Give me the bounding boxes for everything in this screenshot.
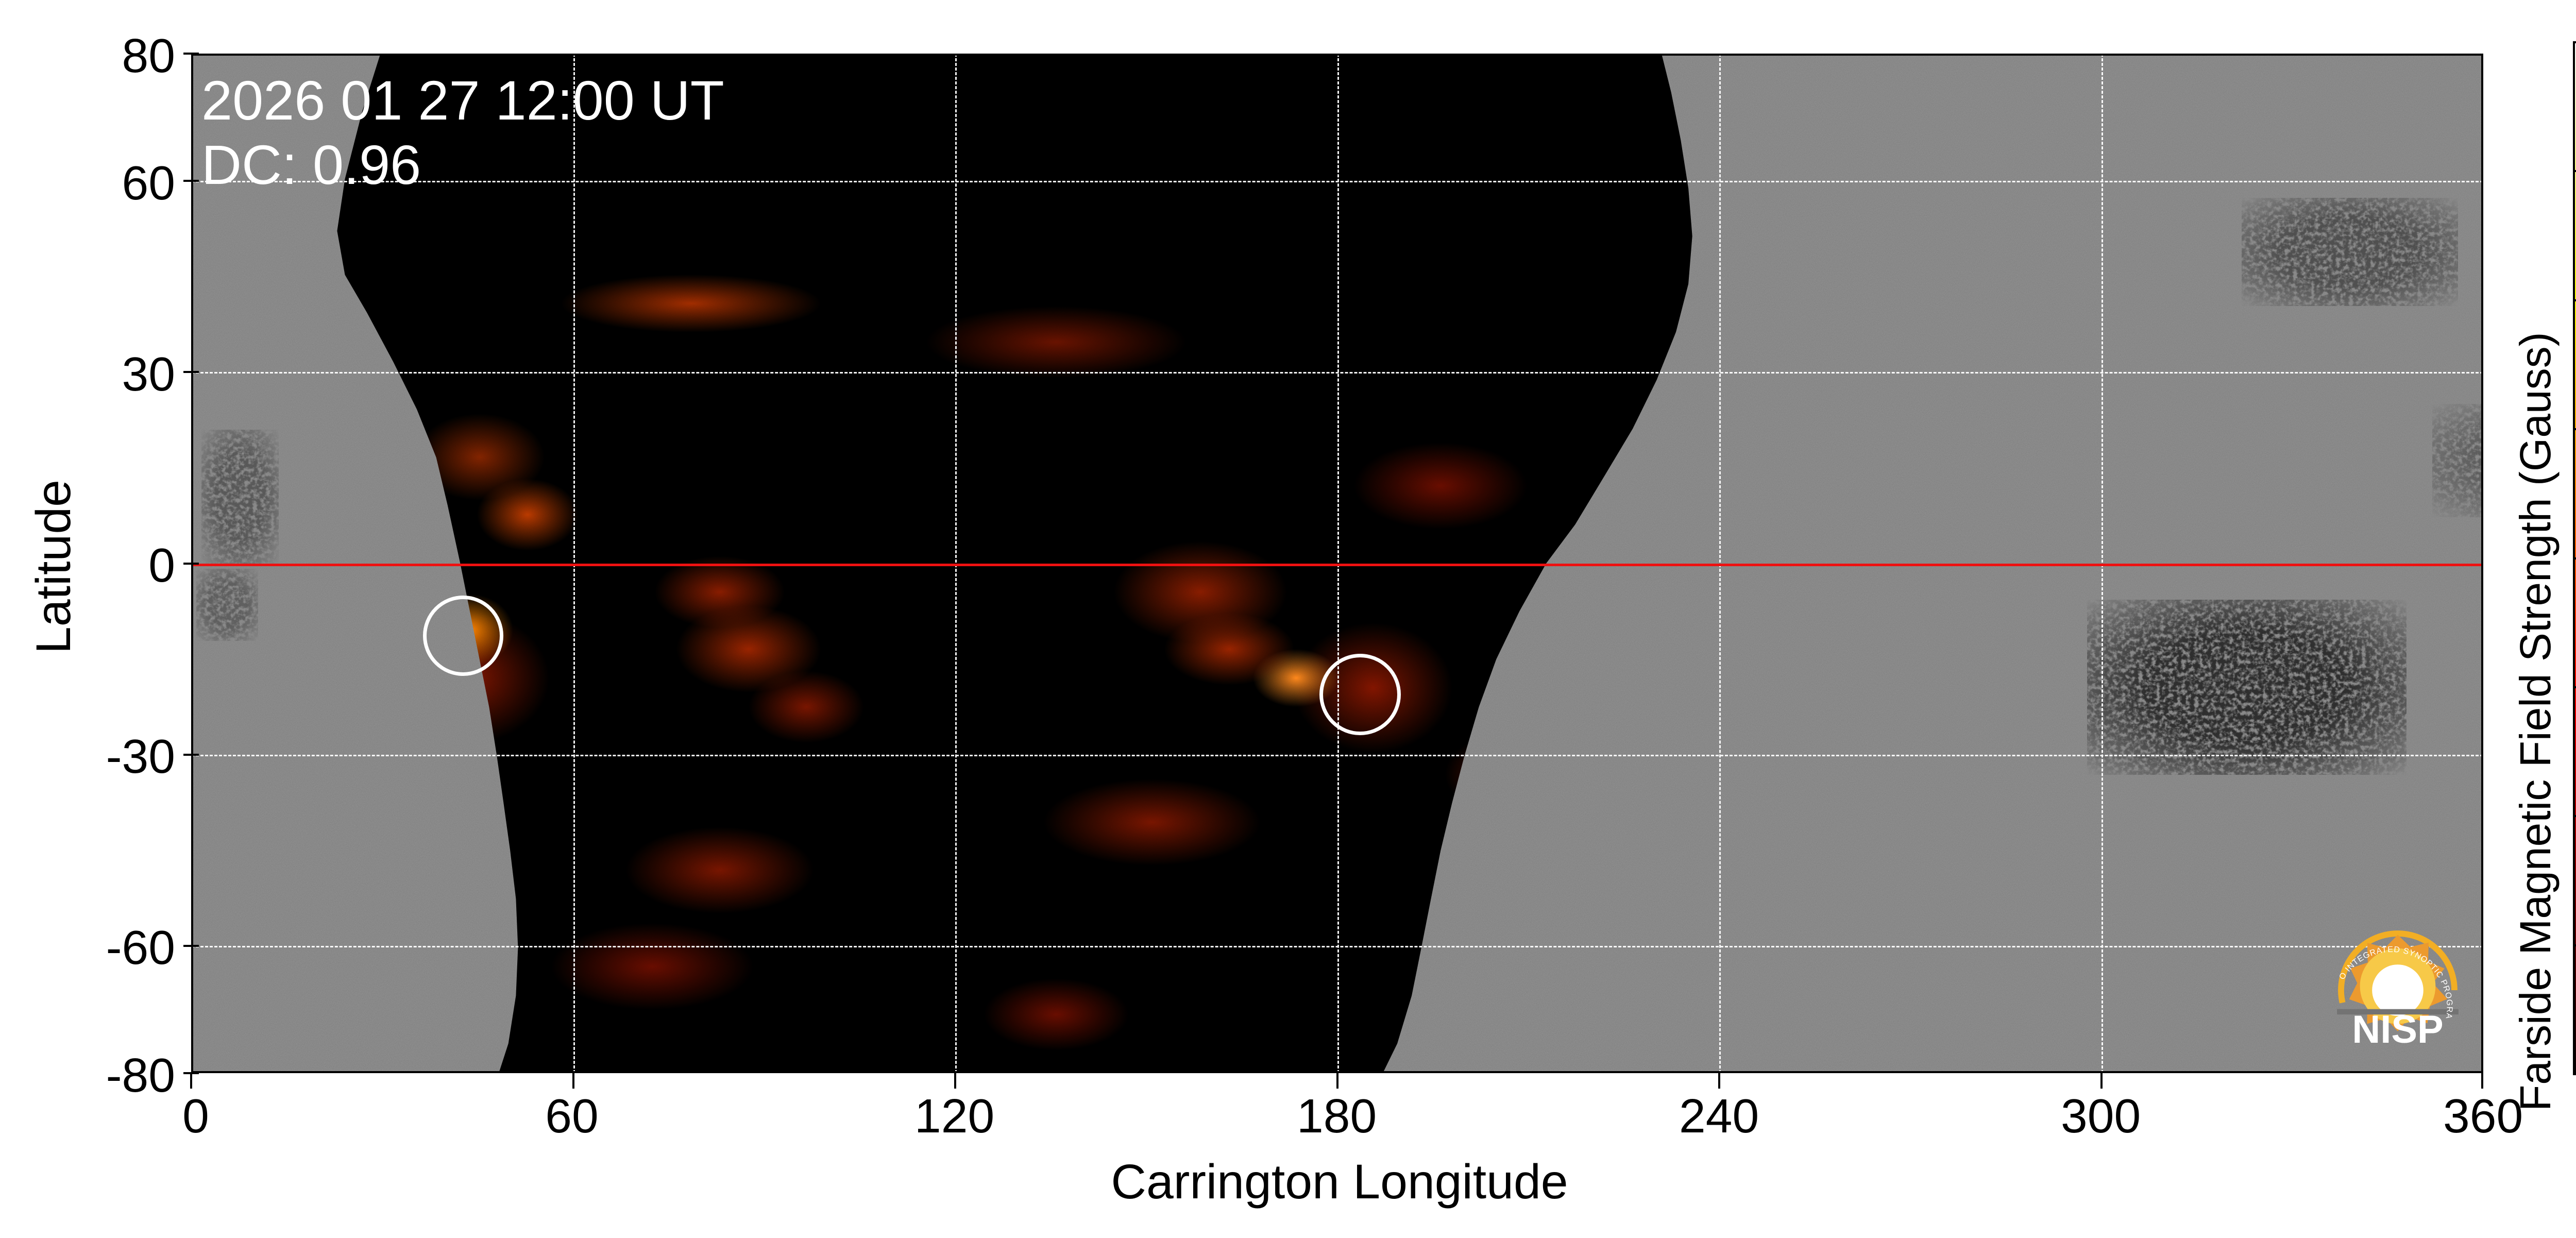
svg-text:NISP: NISP	[2352, 1008, 2443, 1052]
